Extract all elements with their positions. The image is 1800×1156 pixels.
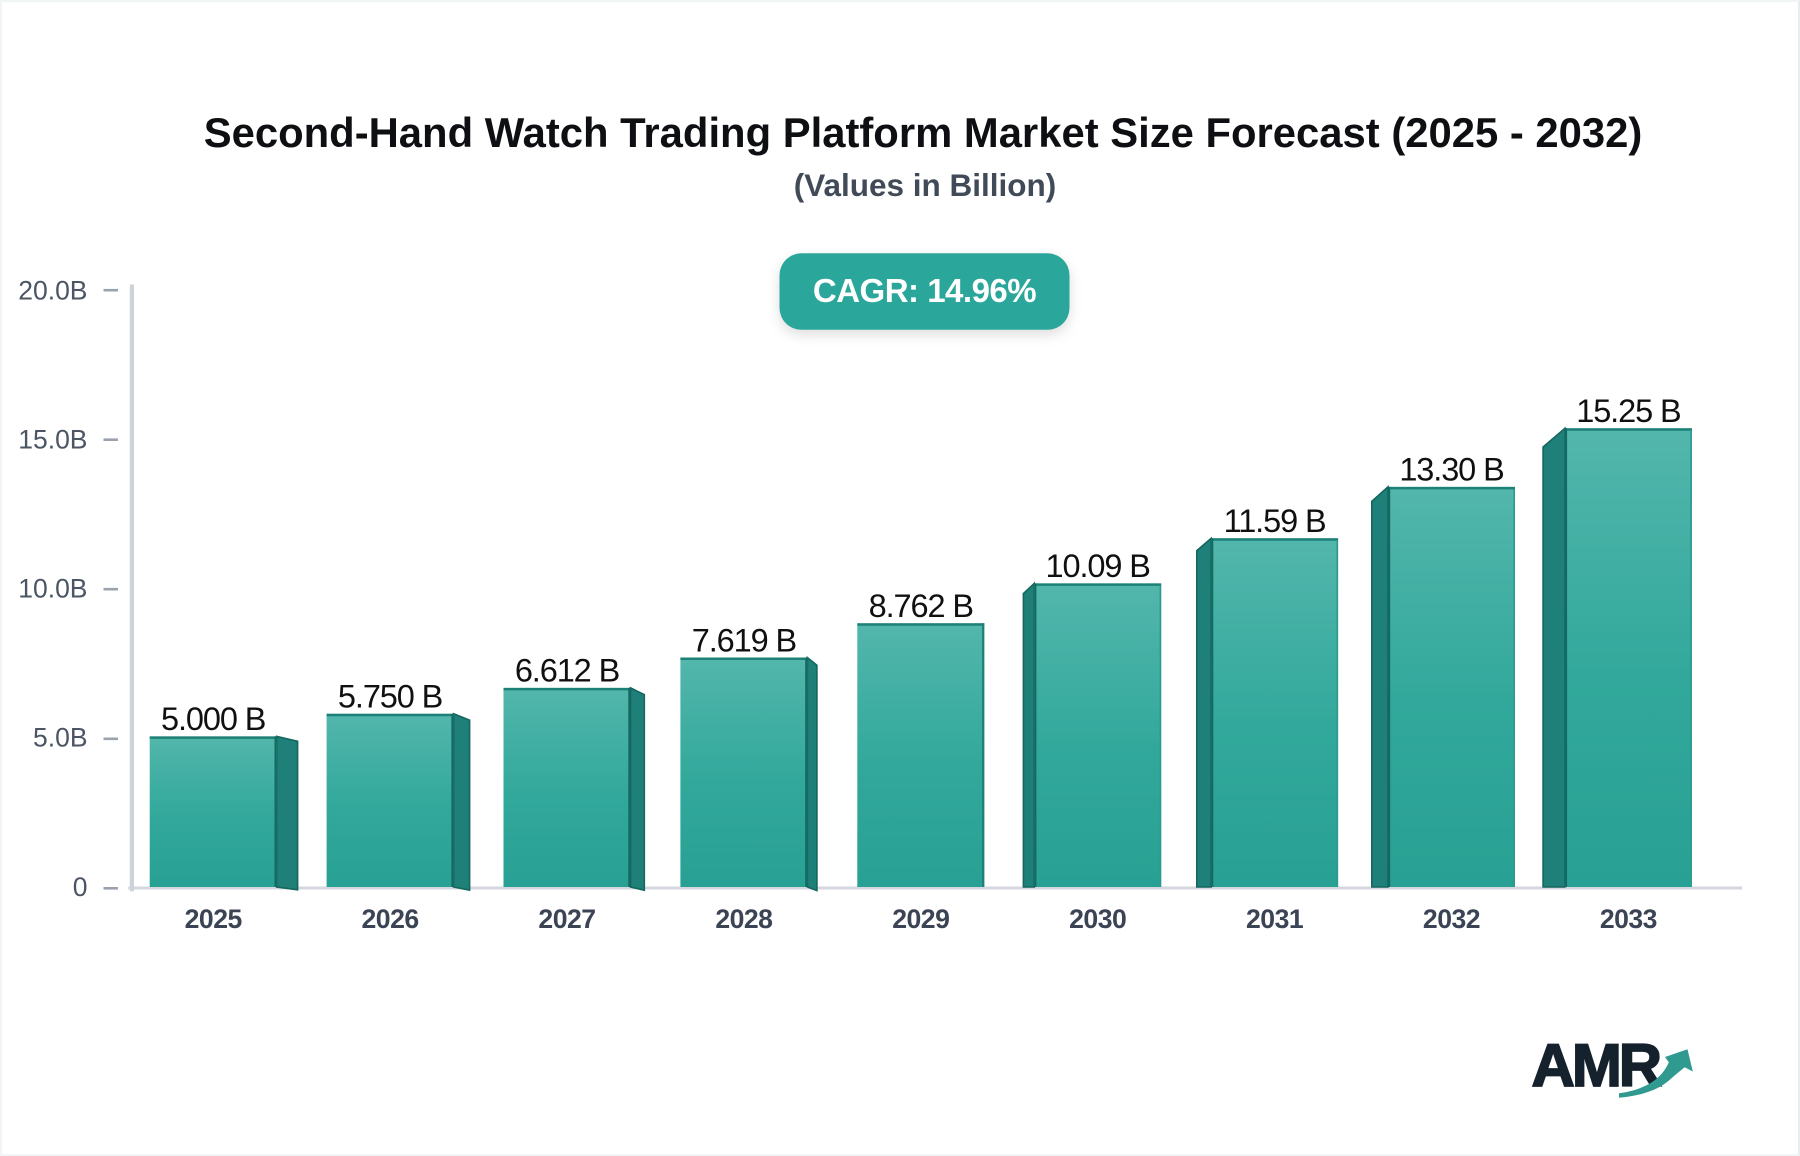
svg-text:(Values in Billion): (Values in Billion) xyxy=(794,167,1057,203)
svg-text:2033: 2033 xyxy=(1600,904,1657,934)
svg-text:CAGR: 14.96%: CAGR: 14.96% xyxy=(813,272,1036,309)
svg-text:2028: 2028 xyxy=(715,904,772,934)
svg-text:11.59 B: 11.59 B xyxy=(1224,503,1326,539)
svg-text:2027: 2027 xyxy=(538,904,595,934)
svg-text:0: 0 xyxy=(73,872,88,902)
svg-text:5.000 B: 5.000 B xyxy=(161,701,265,737)
svg-text:10.09 B: 10.09 B xyxy=(1046,548,1150,584)
svg-text:5.750 B: 5.750 B xyxy=(338,679,442,715)
svg-text:10.0B: 10.0B xyxy=(18,574,87,604)
svg-text:6.612 B: 6.612 B xyxy=(515,653,619,689)
svg-text:15.0B: 15.0B xyxy=(18,425,87,455)
svg-text:15.25 B: 15.25 B xyxy=(1576,393,1680,429)
svg-text:2029: 2029 xyxy=(892,904,949,934)
svg-text:20.0B: 20.0B xyxy=(18,275,87,305)
svg-text:2030: 2030 xyxy=(1069,904,1126,934)
svg-text:7.619 B: 7.619 B xyxy=(692,622,796,658)
svg-text:5.0B: 5.0B xyxy=(33,723,88,753)
svg-text:2032: 2032 xyxy=(1423,904,1480,934)
svg-text:8.762 B: 8.762 B xyxy=(869,588,973,624)
svg-text:2025: 2025 xyxy=(185,904,243,934)
svg-text:Second-Hand Watch Trading Plat: Second-Hand Watch Trading Platform Marke… xyxy=(204,109,1643,156)
svg-text:2026: 2026 xyxy=(362,904,419,934)
svg-text:13.30 B: 13.30 B xyxy=(1399,452,1503,488)
svg-text:2031: 2031 xyxy=(1246,904,1304,934)
